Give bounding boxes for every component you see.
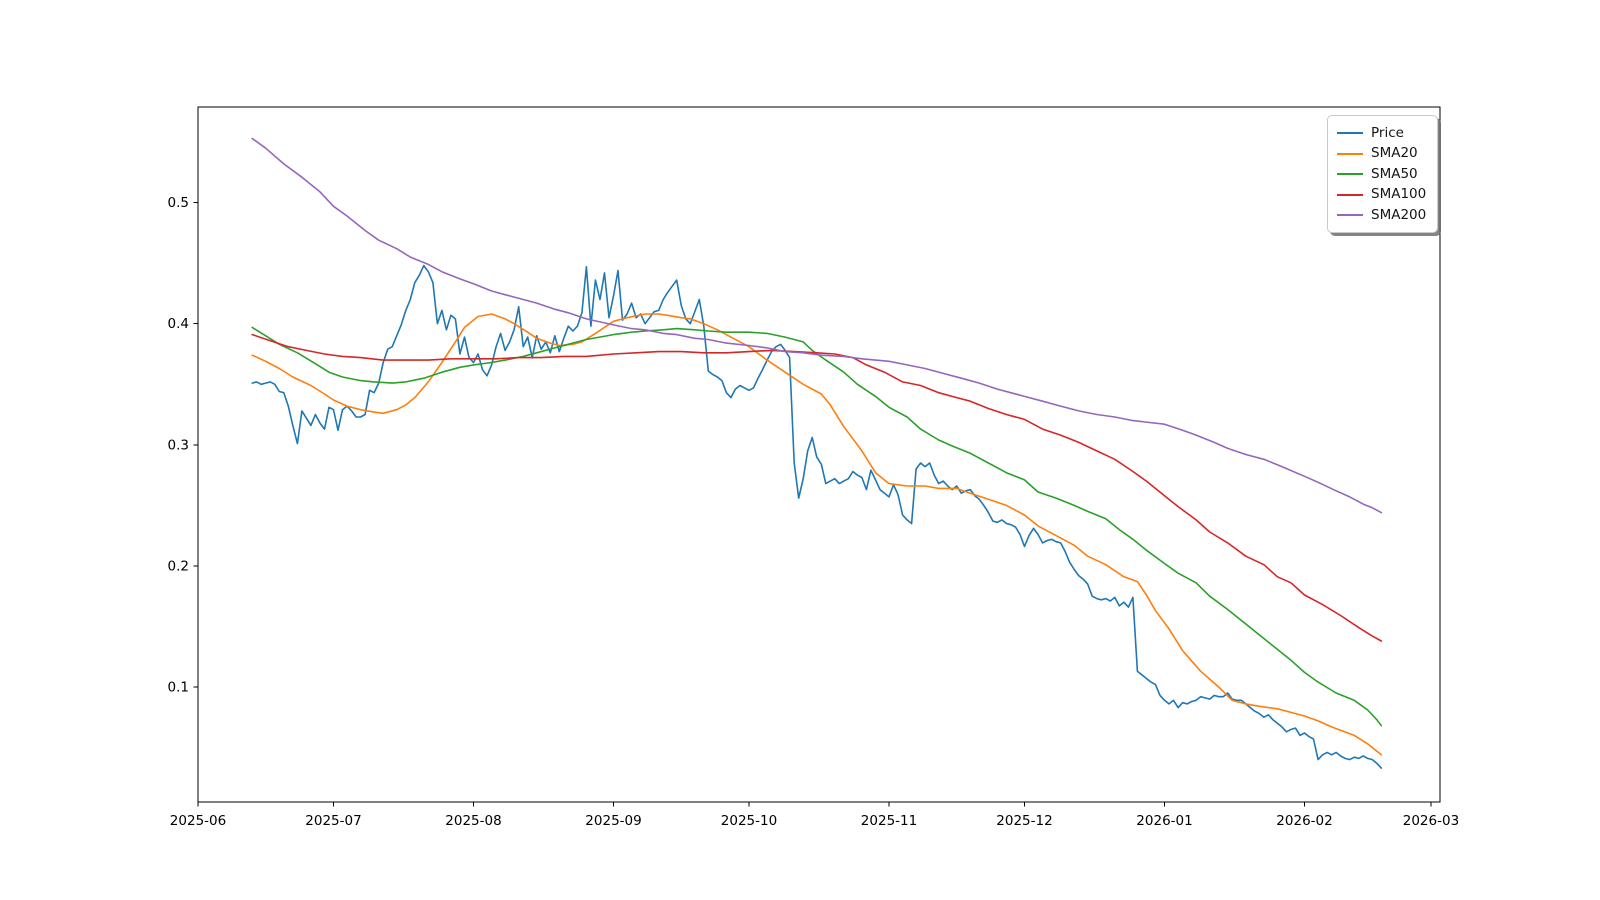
series-line-sma100 bbox=[251, 333, 1383, 642]
x-tick-label: 2025-06 bbox=[170, 813, 226, 829]
legend-label: SMA50 bbox=[1371, 165, 1418, 182]
y-tick-label: 0.1 bbox=[168, 679, 189, 695]
x-tick-label: 2026-01 bbox=[1136, 813, 1192, 829]
x-tick-label: 2025-12 bbox=[996, 813, 1052, 829]
x-tick-label: 2025-09 bbox=[585, 813, 641, 829]
legend-swatch-sma200 bbox=[1337, 214, 1363, 217]
series-line-price bbox=[251, 264, 1383, 769]
legend-label: SMA200 bbox=[1371, 206, 1427, 223]
y-tick-label: 0.5 bbox=[168, 195, 189, 211]
y-tick-label: 0.3 bbox=[168, 437, 189, 453]
series-line-sma20 bbox=[251, 313, 1383, 756]
plot-frame bbox=[197, 106, 1441, 803]
legend-item-sma100: SMA100 bbox=[1337, 185, 1428, 206]
legend-label: Price bbox=[1371, 124, 1404, 141]
x-tick-label: 2026-03 bbox=[1403, 813, 1459, 829]
series-line-sma50 bbox=[251, 326, 1383, 727]
y-tick-label: 0.4 bbox=[168, 316, 189, 332]
series-line-sma200 bbox=[251, 137, 1383, 514]
x-tick-label: 2025-08 bbox=[445, 813, 501, 829]
legend-swatch-sma50 bbox=[1337, 173, 1363, 176]
legend-swatch-sma100 bbox=[1337, 193, 1363, 196]
x-tick-label: 2026-02 bbox=[1276, 813, 1332, 829]
legend-item-price: Price bbox=[1337, 123, 1428, 144]
legend-label: SMA100 bbox=[1371, 186, 1427, 202]
legend-item-sma50: SMA50 bbox=[1337, 164, 1428, 185]
legend-swatch-sma20 bbox=[1337, 152, 1363, 155]
legend-swatch-price bbox=[1337, 132, 1363, 135]
legend-item-sma200: SMA200 bbox=[1337, 205, 1428, 226]
x-tick-label: 2025-11 bbox=[861, 813, 917, 829]
x-tick-label: 2025-10 bbox=[721, 813, 777, 829]
legend-label: SMA20 bbox=[1371, 145, 1418, 161]
y-tick-label: 0.2 bbox=[168, 558, 189, 574]
legend-item-sma20: SMA20 bbox=[1337, 144, 1428, 165]
x-tick-label: 2025-07 bbox=[305, 813, 361, 829]
legend: Price SMA20 SMA50 SMA100 SMA200 bbox=[1327, 115, 1438, 233]
